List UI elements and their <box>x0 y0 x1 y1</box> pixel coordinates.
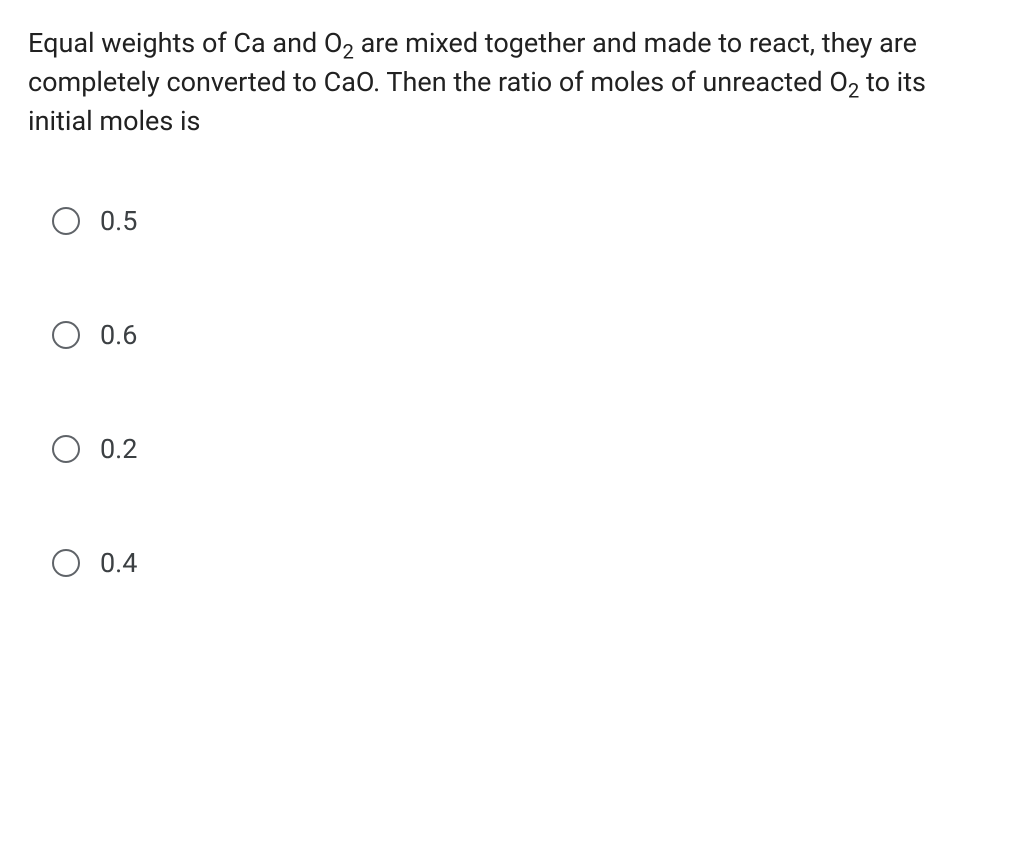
question-text: Equal weights of Ca and O2 are mixed tog… <box>28 24 988 141</box>
option-4[interactable]: 0.4 <box>52 547 996 579</box>
options-list: 0.5 0.6 0.2 0.4 <box>28 205 996 579</box>
radio-icon <box>52 549 80 577</box>
subscript-text: 2 <box>342 39 353 63</box>
question-segment: Equal weights of Ca and O <box>28 27 342 59</box>
option-label: 0.6 <box>100 319 137 351</box>
radio-icon <box>52 435 80 463</box>
subscript-text: 2 <box>848 79 859 103</box>
option-label: 0.2 <box>100 433 137 465</box>
option-3[interactable]: 0.2 <box>52 433 996 465</box>
radio-icon <box>52 207 80 235</box>
option-2[interactable]: 0.6 <box>52 319 996 351</box>
option-label: 0.4 <box>100 547 137 579</box>
option-1[interactable]: 0.5 <box>52 205 996 237</box>
option-label: 0.5 <box>100 205 137 237</box>
radio-icon <box>52 321 80 349</box>
